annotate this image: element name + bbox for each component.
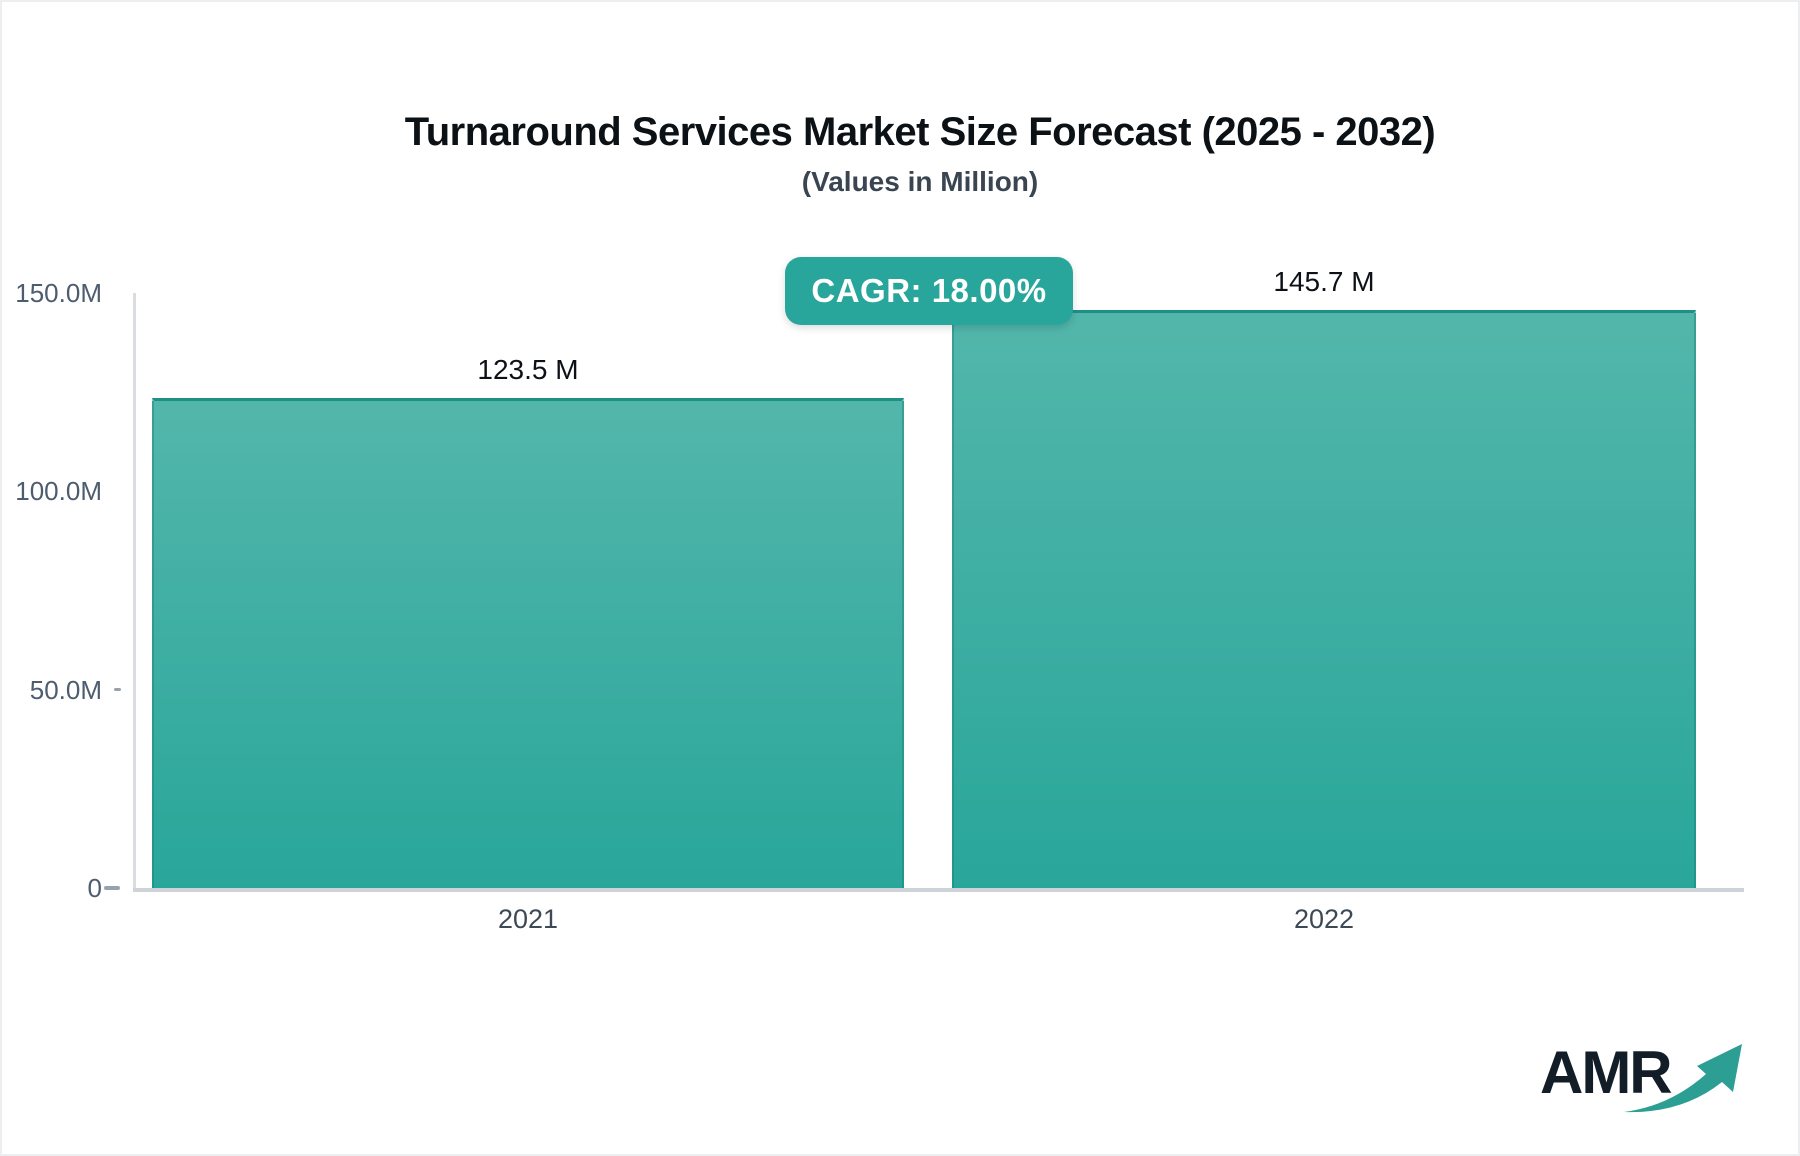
- chart-subtitle: (Values in Million): [801, 166, 1039, 197]
- trending-up-arrow-icon: [1624, 1044, 1742, 1113]
- bar-value-label: 123.5 M: [477, 354, 579, 385]
- y-tick-mark: [114, 688, 121, 691]
- bar-value-label: 145.7 M: [1273, 266, 1375, 297]
- chart-title: Turnaround Services Market Size Forecast…: [404, 110, 1436, 154]
- amr-logo-text: AMR: [1540, 1039, 1673, 1106]
- y-axis-line: [133, 293, 136, 888]
- x-category-label-2021: 2021: [497, 904, 559, 934]
- y-tick-label: 150.0M: [15, 278, 102, 308]
- bar-2022[interactable]: [952, 310, 1696, 888]
- y-tick-mark: [104, 886, 120, 890]
- bar-2021[interactable]: [152, 398, 904, 888]
- cagr-badge: CAGR: 18.00%: [785, 257, 1073, 325]
- y-tick-label: 50.0M: [29, 675, 102, 705]
- amr-logo: AMR: [1540, 1038, 1752, 1118]
- y-tick-label: 100.0M: [15, 476, 102, 506]
- x-category-label-2022: 2022: [1293, 904, 1355, 934]
- bar-group[interactable]: 145.7 M: [952, 266, 1696, 888]
- x-axis-line: [133, 888, 1744, 892]
- bar-group[interactable]: 123.5 M: [152, 354, 904, 888]
- y-tick-label: 0: [87, 873, 102, 903]
